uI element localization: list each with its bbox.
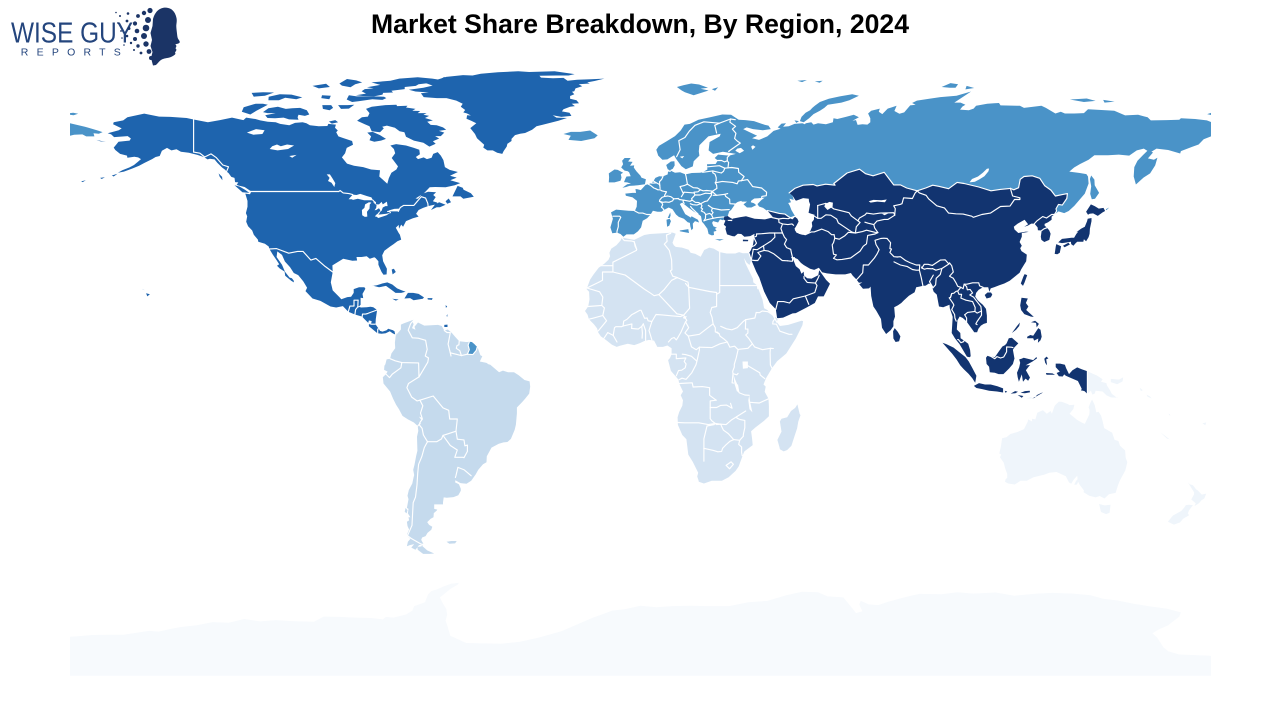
svg-text:WISE GUY: WISE GUY bbox=[11, 17, 133, 49]
svg-text:REPORTS: REPORTS bbox=[21, 47, 128, 59]
